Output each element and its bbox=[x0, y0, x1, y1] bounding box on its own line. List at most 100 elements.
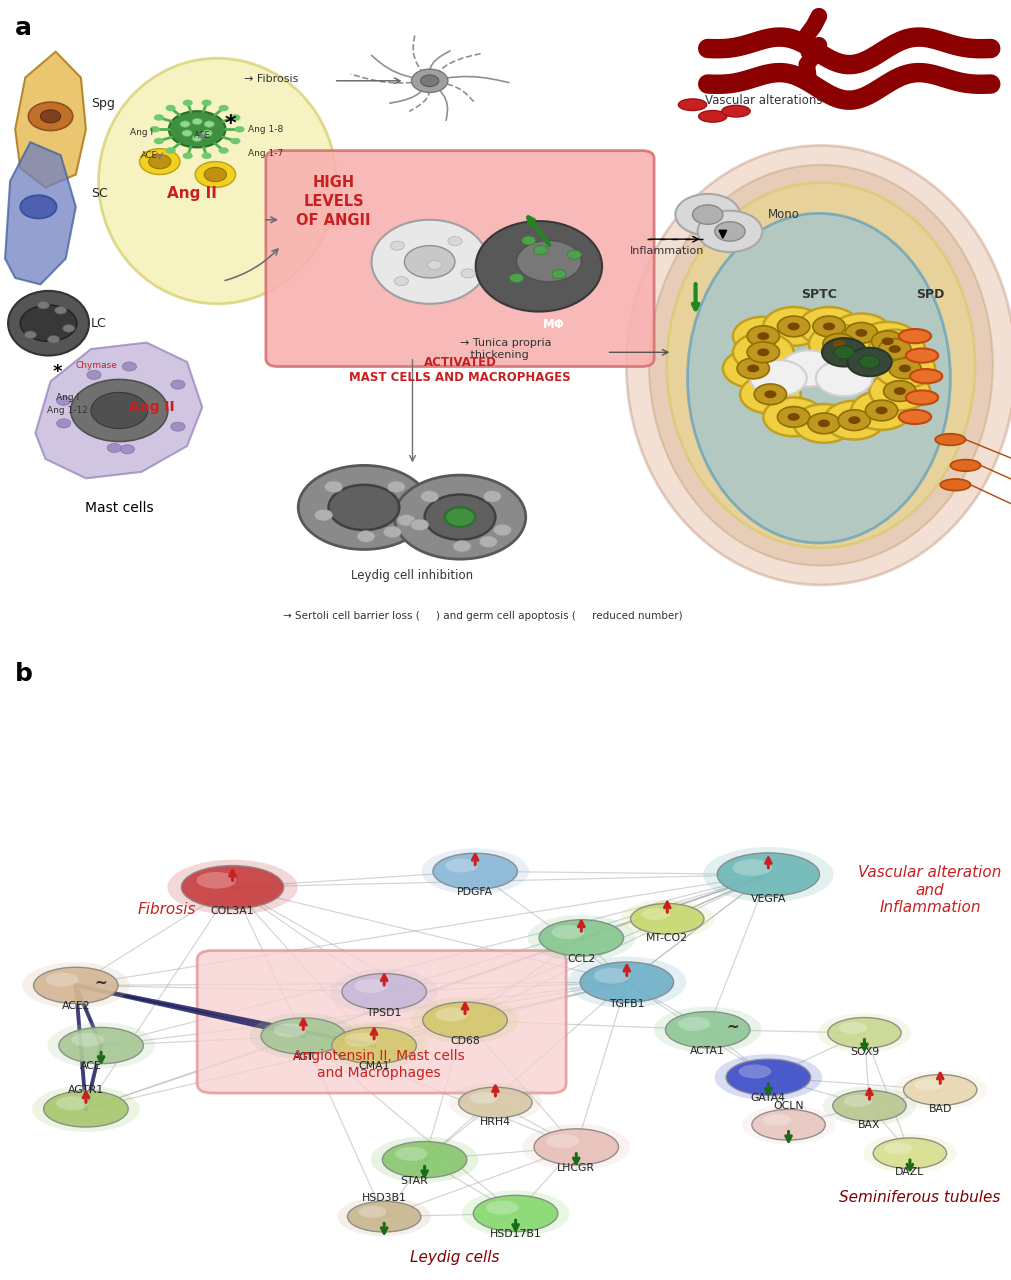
Ellipse shape bbox=[838, 1023, 866, 1034]
Circle shape bbox=[882, 338, 894, 346]
Circle shape bbox=[764, 390, 776, 398]
Circle shape bbox=[859, 356, 880, 369]
Ellipse shape bbox=[823, 1087, 916, 1125]
Text: Ang 1-12: Ang 1-12 bbox=[48, 406, 88, 415]
Ellipse shape bbox=[459, 1087, 532, 1117]
Ellipse shape bbox=[678, 1018, 711, 1030]
Ellipse shape bbox=[899, 329, 931, 343]
Text: Leydig cells: Leydig cells bbox=[410, 1251, 499, 1266]
Ellipse shape bbox=[47, 973, 79, 987]
Ellipse shape bbox=[446, 859, 478, 873]
Ellipse shape bbox=[32, 1085, 140, 1132]
Circle shape bbox=[383, 526, 401, 538]
Ellipse shape bbox=[48, 1023, 155, 1069]
Circle shape bbox=[869, 371, 930, 411]
Ellipse shape bbox=[678, 99, 707, 110]
Circle shape bbox=[750, 360, 807, 397]
Circle shape bbox=[884, 380, 916, 402]
Circle shape bbox=[777, 316, 810, 337]
Circle shape bbox=[833, 340, 845, 348]
Ellipse shape bbox=[181, 865, 284, 909]
Ellipse shape bbox=[717, 852, 820, 896]
Text: Vascular alteration
and
Inflammation: Vascular alteration and Inflammation bbox=[858, 865, 1002, 915]
Ellipse shape bbox=[528, 915, 635, 961]
Text: SOX9: SOX9 bbox=[850, 1047, 879, 1057]
Text: AGTR1: AGTR1 bbox=[68, 1085, 104, 1094]
Circle shape bbox=[493, 525, 512, 536]
Circle shape bbox=[404, 246, 455, 278]
Circle shape bbox=[698, 211, 762, 252]
Text: BAD: BAD bbox=[928, 1103, 952, 1114]
Ellipse shape bbox=[72, 1033, 104, 1047]
Circle shape bbox=[107, 443, 121, 452]
Ellipse shape bbox=[580, 963, 673, 1002]
Text: ACE: ACE bbox=[80, 1061, 102, 1071]
Circle shape bbox=[723, 349, 784, 388]
Circle shape bbox=[166, 147, 176, 154]
Circle shape bbox=[733, 316, 794, 356]
Circle shape bbox=[195, 161, 236, 187]
Ellipse shape bbox=[250, 1012, 357, 1059]
Text: Ang 1-7: Ang 1-7 bbox=[248, 150, 283, 159]
Ellipse shape bbox=[906, 348, 938, 362]
Circle shape bbox=[204, 168, 226, 182]
Circle shape bbox=[715, 221, 745, 241]
Ellipse shape bbox=[843, 1094, 871, 1107]
Ellipse shape bbox=[547, 1134, 579, 1148]
Text: HIGH
LEVELS
OF ANGII: HIGH LEVELS OF ANGII bbox=[296, 174, 371, 228]
Ellipse shape bbox=[742, 1105, 835, 1144]
Circle shape bbox=[875, 349, 935, 388]
Circle shape bbox=[122, 362, 136, 371]
Text: HSD17B1: HSD17B1 bbox=[489, 1229, 542, 1239]
Ellipse shape bbox=[449, 1083, 542, 1123]
Circle shape bbox=[857, 321, 918, 361]
Circle shape bbox=[777, 407, 810, 428]
Ellipse shape bbox=[99, 58, 336, 303]
Circle shape bbox=[818, 420, 830, 428]
Text: → Tunica propria
   thickening: → Tunica propria thickening bbox=[460, 338, 552, 360]
Circle shape bbox=[91, 393, 148, 429]
Circle shape bbox=[329, 485, 399, 530]
Circle shape bbox=[552, 270, 566, 279]
FancyBboxPatch shape bbox=[266, 151, 654, 366]
Circle shape bbox=[799, 307, 859, 346]
Text: ACE: ACE bbox=[194, 132, 210, 141]
Circle shape bbox=[20, 305, 77, 342]
Circle shape bbox=[394, 276, 408, 285]
Ellipse shape bbox=[411, 997, 519, 1043]
Text: ACTIVATED
MAST CELLS AND MACROPHAGES: ACTIVATED MAST CELLS AND MACROPHAGES bbox=[349, 356, 571, 384]
Circle shape bbox=[740, 375, 801, 413]
Circle shape bbox=[733, 333, 794, 371]
Circle shape bbox=[140, 148, 180, 174]
Ellipse shape bbox=[667, 183, 975, 548]
Text: Seminiferous tubules: Seminiferous tubules bbox=[839, 1190, 1001, 1206]
Circle shape bbox=[889, 358, 921, 379]
Ellipse shape bbox=[331, 969, 438, 1015]
Text: a: a bbox=[15, 17, 32, 40]
Text: GATA4: GATA4 bbox=[751, 1093, 786, 1103]
Circle shape bbox=[865, 401, 898, 421]
Text: SPTC: SPTC bbox=[801, 288, 837, 301]
Ellipse shape bbox=[395, 1147, 428, 1161]
Circle shape bbox=[192, 118, 202, 124]
Circle shape bbox=[871, 332, 904, 352]
Text: HRH4: HRH4 bbox=[480, 1116, 511, 1126]
Circle shape bbox=[754, 384, 787, 404]
Circle shape bbox=[63, 325, 75, 333]
Circle shape bbox=[325, 481, 343, 493]
Text: Angiotensin II, Mast cells
and Macrophages: Angiotensin II, Mast cells and Macrophag… bbox=[293, 1050, 465, 1079]
Polygon shape bbox=[15, 51, 86, 187]
Text: Spg: Spg bbox=[91, 97, 115, 110]
Circle shape bbox=[808, 413, 840, 434]
Ellipse shape bbox=[626, 146, 1011, 585]
Text: *: * bbox=[53, 362, 63, 380]
Circle shape bbox=[834, 346, 854, 358]
Text: BAX: BAX bbox=[858, 1120, 881, 1130]
Polygon shape bbox=[35, 343, 202, 479]
Circle shape bbox=[394, 475, 526, 559]
Text: Vascular alterations: Vascular alterations bbox=[705, 93, 822, 106]
Circle shape bbox=[202, 131, 212, 137]
Text: Ang II: Ang II bbox=[167, 187, 217, 201]
Ellipse shape bbox=[641, 908, 669, 920]
Circle shape bbox=[421, 490, 439, 502]
